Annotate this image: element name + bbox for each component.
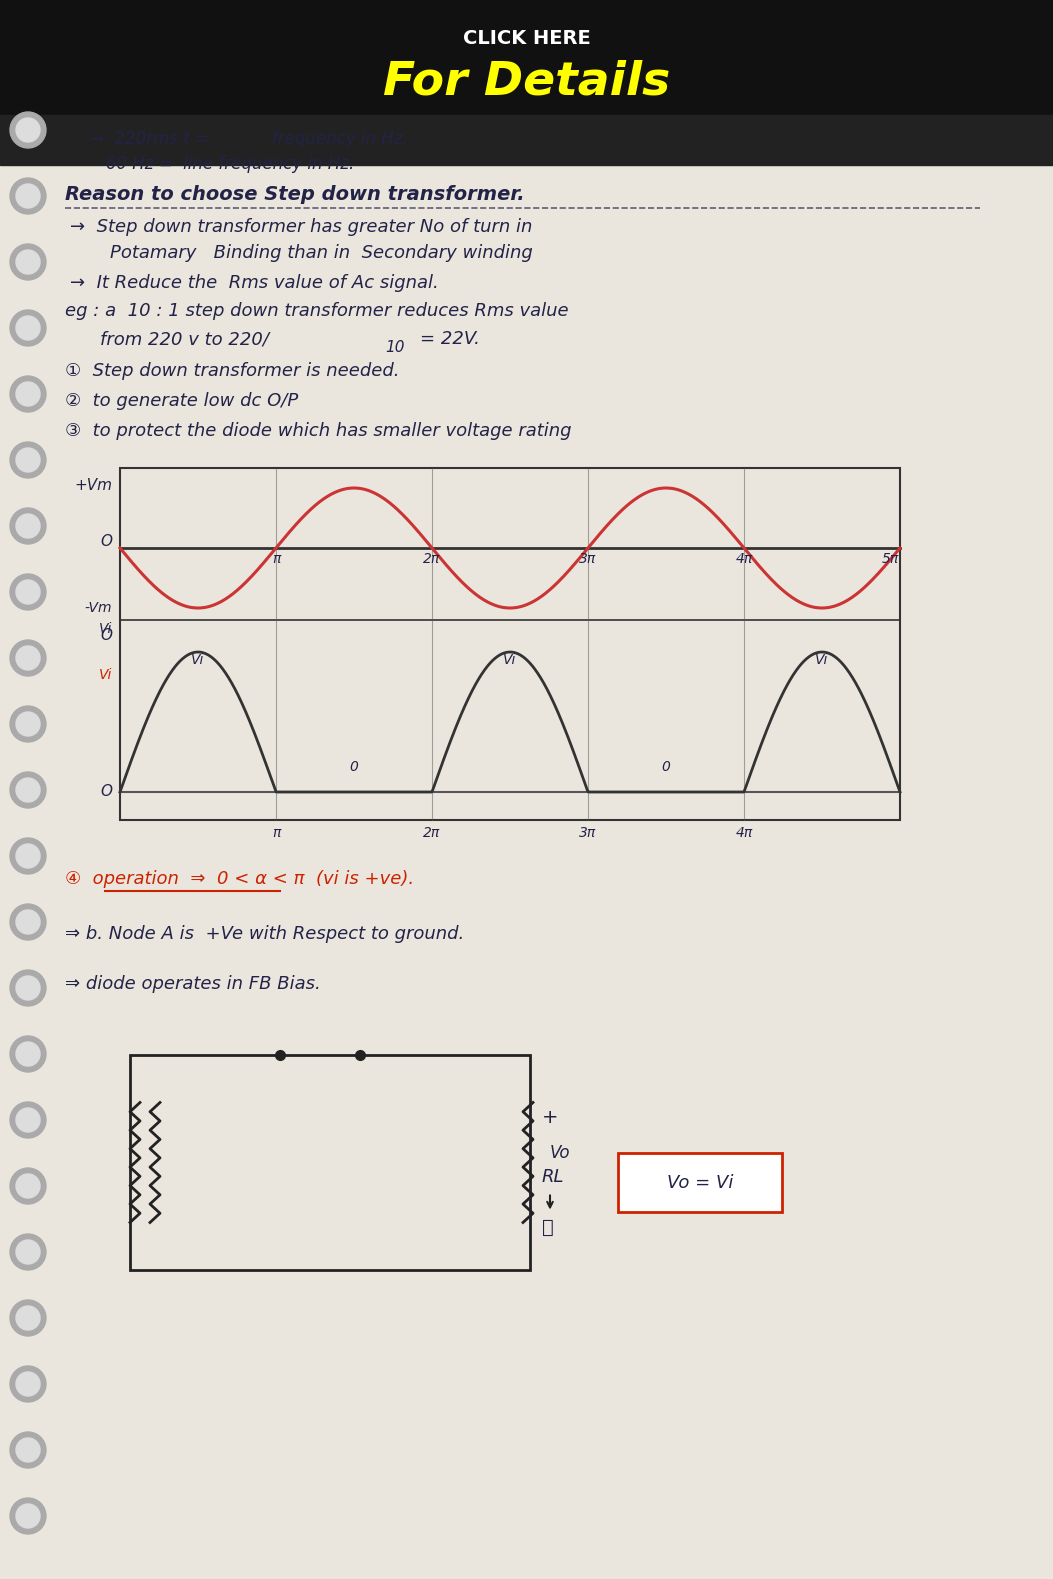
Circle shape [9, 245, 46, 279]
Text: 5π: 5π [881, 553, 898, 565]
Circle shape [16, 1438, 40, 1462]
Text: Vi: Vi [503, 654, 517, 666]
Text: O: O [100, 535, 112, 549]
Circle shape [9, 1432, 46, 1468]
Circle shape [16, 118, 40, 142]
Circle shape [16, 579, 40, 605]
Text: Vo = Vi: Vo = Vi [667, 1175, 733, 1192]
Circle shape [9, 1102, 46, 1138]
Circle shape [9, 1235, 46, 1270]
Circle shape [9, 1300, 46, 1336]
Text: 0: 0 [661, 759, 671, 774]
Circle shape [16, 1372, 40, 1396]
Circle shape [16, 976, 40, 1000]
Circle shape [16, 448, 40, 472]
Circle shape [9, 772, 46, 808]
Text: O: O [100, 785, 112, 799]
Circle shape [9, 905, 46, 940]
Text: ⇒ b. Node A is  +Ve with Respect to ground.: ⇒ b. Node A is +Ve with Respect to groun… [65, 925, 464, 943]
Bar [120, 467, 900, 820]
Text: ②  to generate low dc O/P: ② to generate low dc O/P [65, 392, 298, 411]
Text: ④  operation  ⇒  0 < α < π  (vi is +ve).: ④ operation ⇒ 0 < α < π (vi is +ve). [65, 870, 414, 887]
Circle shape [16, 1042, 40, 1066]
Circle shape [16, 646, 40, 669]
Text: +Vm: +Vm [74, 478, 112, 493]
Text: ③  to protect the diode which has smaller voltage rating: ③ to protect the diode which has smaller… [65, 422, 572, 441]
Circle shape [16, 515, 40, 538]
Text: Vi: Vi [99, 622, 112, 636]
Text: Vi: Vi [192, 654, 204, 666]
Text: ⇒ diode operates in FB Bias.: ⇒ diode operates in FB Bias. [65, 974, 321, 993]
Circle shape [16, 1108, 40, 1132]
Circle shape [9, 838, 46, 875]
Text: 2π: 2π [423, 553, 440, 565]
Text: 3π: 3π [579, 826, 597, 840]
Text: 0: 0 [350, 759, 358, 774]
Text: Vi: Vi [99, 668, 112, 682]
Text: CLICK HERE: CLICK HERE [463, 28, 591, 47]
Text: 3π: 3π [579, 553, 597, 565]
Text: from 220 v to 220/: from 220 v to 220/ [100, 330, 269, 347]
Text: Reason to choose Step down transformer.: Reason to choose Step down transformer. [65, 185, 524, 204]
Circle shape [16, 910, 40, 935]
Circle shape [16, 316, 40, 339]
Circle shape [9, 442, 46, 478]
Text: 60 Hz =  line frequency in Hz.: 60 Hz = line frequency in Hz. [90, 155, 354, 174]
FancyBboxPatch shape [618, 1153, 782, 1213]
Circle shape [9, 508, 46, 545]
Text: Potamary   Binding than in  Secondary winding: Potamary Binding than in Secondary windi… [110, 245, 533, 262]
Circle shape [9, 575, 46, 609]
Text: -Vm: -Vm [84, 602, 112, 614]
Text: →  It Reduce the  Rms value of Ac signal.: → It Reduce the Rms value of Ac signal. [69, 275, 439, 292]
Text: For Details: For Details [383, 60, 671, 104]
Bar [130, 1055, 530, 1270]
Circle shape [16, 249, 40, 275]
Circle shape [9, 1036, 46, 1072]
Circle shape [9, 178, 46, 215]
Text: →  Step down transformer has greater No of turn in: → Step down transformer has greater No o… [69, 218, 533, 235]
Circle shape [16, 845, 40, 868]
Circle shape [9, 1366, 46, 1402]
Text: +: + [542, 1108, 558, 1127]
Text: Vi: Vi [815, 654, 829, 666]
Circle shape [16, 185, 40, 208]
Text: π: π [272, 553, 280, 565]
Text: →  220rms t =            frequency in Hz.: → 220rms t = frequency in Hz. [90, 129, 408, 148]
Bar [0, 0, 1053, 120]
Text: ⏚: ⏚ [542, 1217, 554, 1236]
Circle shape [9, 1498, 46, 1535]
Circle shape [9, 639, 46, 676]
Text: 4π: 4π [735, 553, 753, 565]
Circle shape [16, 382, 40, 406]
Text: 4π: 4π [735, 826, 753, 840]
Circle shape [16, 778, 40, 802]
Circle shape [9, 706, 46, 742]
Text: RL: RL [542, 1168, 564, 1186]
Text: 10: 10 [385, 339, 404, 355]
Text: ①  Step down transformer is needed.: ① Step down transformer is needed. [65, 362, 399, 381]
Circle shape [9, 112, 46, 148]
Text: = 22V.: = 22V. [420, 330, 480, 347]
Text: eg : a  10 : 1 step down transformer reduces Rms value: eg : a 10 : 1 step down transformer redu… [65, 302, 569, 321]
Circle shape [16, 712, 40, 736]
Circle shape [16, 1175, 40, 1198]
Bar [0, 115, 1053, 164]
Circle shape [16, 1505, 40, 1528]
Text: π: π [272, 826, 280, 840]
Circle shape [9, 970, 46, 1006]
Circle shape [16, 1240, 40, 1265]
Circle shape [9, 309, 46, 346]
Circle shape [9, 376, 46, 412]
Circle shape [16, 1306, 40, 1330]
Text: O: O [100, 627, 112, 643]
Text: 2π: 2π [423, 826, 440, 840]
Circle shape [9, 1168, 46, 1205]
Text: Vo: Vo [550, 1143, 571, 1162]
